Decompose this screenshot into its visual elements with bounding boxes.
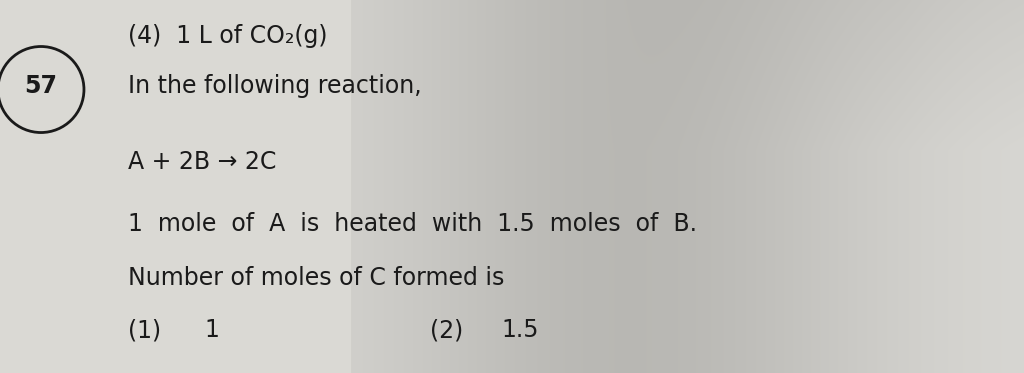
Text: A + 2B → 2C: A + 2B → 2C (128, 150, 276, 174)
Text: 1.5: 1.5 (502, 318, 540, 342)
Text: 1  mole  of  A  is  heated  with  1.5  moles  of  B.: 1 mole of A is heated with 1.5 moles of … (128, 212, 697, 236)
Text: (4)  1 L of CO₂(g): (4) 1 L of CO₂(g) (128, 24, 328, 48)
Text: (2): (2) (430, 318, 463, 342)
Text: In the following reaction,: In the following reaction, (128, 74, 422, 98)
Text: 1: 1 (205, 318, 220, 342)
Text: 57: 57 (25, 74, 57, 98)
Text: (1): (1) (128, 318, 161, 342)
Text: Number of moles of C formed is: Number of moles of C formed is (128, 266, 505, 290)
